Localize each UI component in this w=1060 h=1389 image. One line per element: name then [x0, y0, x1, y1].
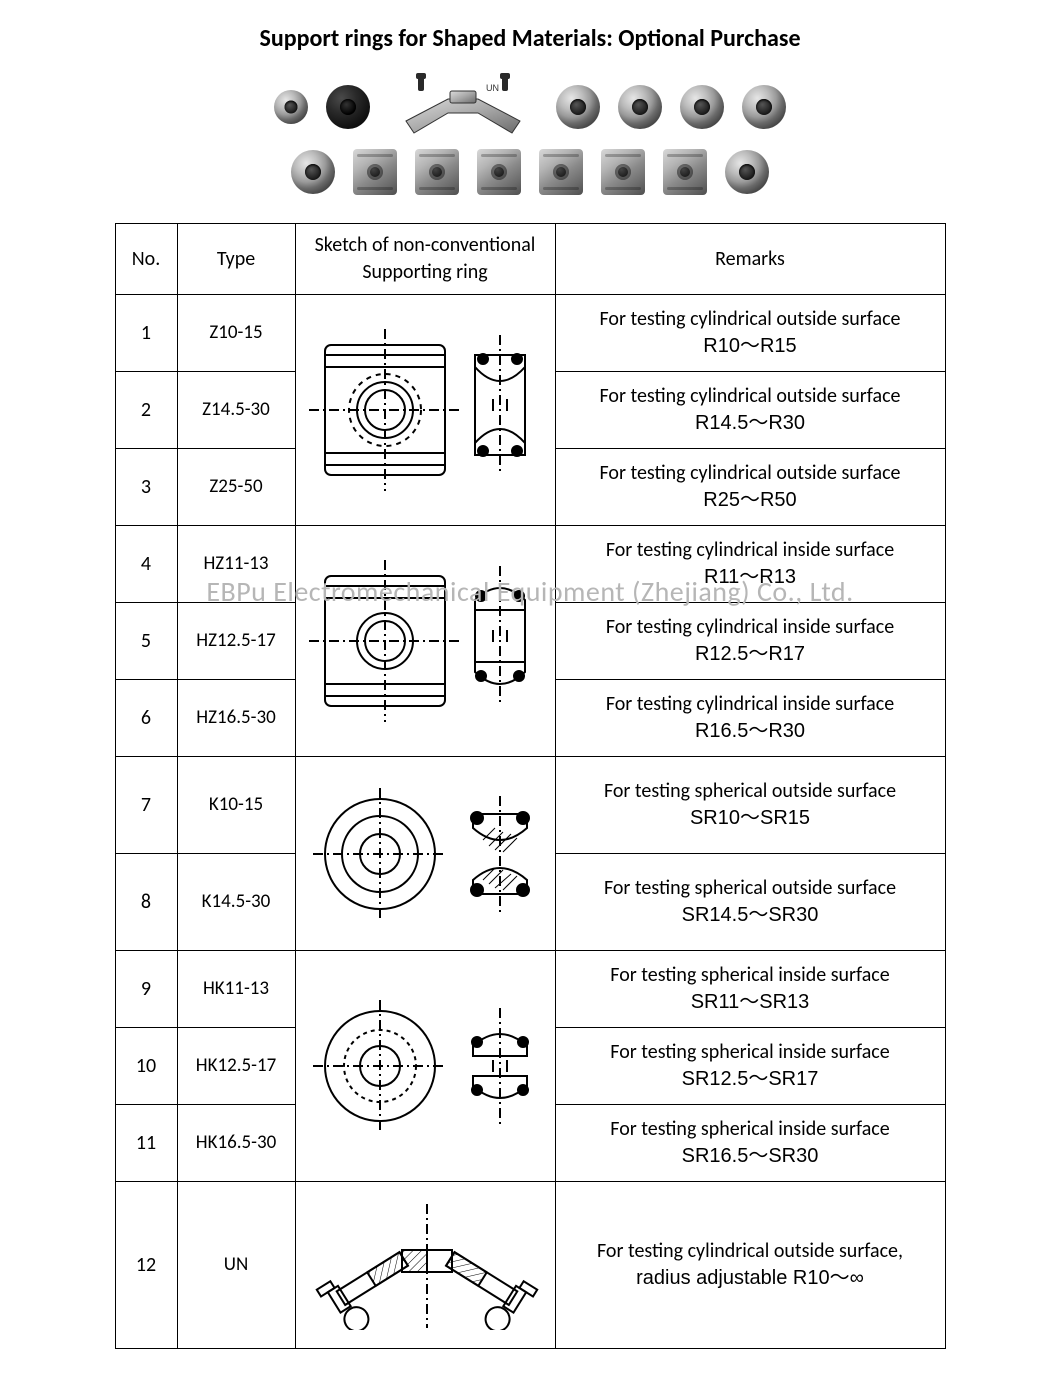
cell-type: Z14.5-30 [177, 372, 295, 449]
cell-type: HZ16.5-30 [177, 680, 295, 757]
un-fixture-photo: UN [388, 71, 538, 143]
table-row: 7K10-15 For testing spherical outside su [115, 757, 945, 854]
cell-remarks: For testing cylindrical outside surfaceR… [555, 449, 945, 526]
cell-remarks: For testing cylindrical inside surfaceR1… [555, 526, 945, 603]
cell-remarks: For testing cylindrical outside surface,… [555, 1182, 945, 1349]
cell-type: HK11-13 [177, 951, 295, 1028]
cell-type: Z10-15 [177, 295, 295, 372]
ring-icon [742, 85, 786, 129]
cell-remarks: For testing spherical inside surfaceSR11… [555, 951, 945, 1028]
cell-remarks: For testing spherical outside surfaceSR1… [555, 854, 945, 951]
block-icon [477, 149, 521, 195]
cell-type: K10-15 [177, 757, 295, 854]
col-remarks: Remarks [555, 224, 945, 295]
cell-remarks: For testing spherical inside surfaceSR16… [555, 1105, 945, 1182]
block-icon [353, 149, 397, 195]
cell-no: 9 [115, 951, 177, 1028]
cell-type: Z25-50 [177, 449, 295, 526]
cell-sketch [295, 757, 555, 951]
block-icon [415, 149, 459, 195]
ring-icon [618, 85, 662, 129]
table-row: 4HZ11-13 For testing cylindrical inside … [115, 526, 945, 603]
cell-type: K14.5-30 [177, 854, 295, 951]
cell-remarks: For testing cylindrical outside surfaceR… [555, 295, 945, 372]
cell-sketch [295, 1182, 555, 1349]
cell-no: 1 [115, 295, 177, 372]
cell-no: 5 [115, 603, 177, 680]
cell-type: HZ11-13 [177, 526, 295, 603]
cell-no: 2 [115, 372, 177, 449]
cell-remarks: For testing cylindrical inside surfaceR1… [555, 603, 945, 680]
gallery-row-1: UN [260, 71, 800, 143]
cell-remarks: For testing spherical inside surfaceSR12… [555, 1028, 945, 1105]
table-row: 12UN For testing cylindrical outside sur… [115, 1182, 945, 1349]
ring-icon [680, 85, 724, 129]
cell-no: 4 [115, 526, 177, 603]
ring-icon [274, 90, 308, 124]
cell-type: HK16.5-30 [177, 1105, 295, 1182]
gallery-row-2 [260, 149, 800, 195]
table-header-row: No. Type Sketch of non-conventional Supp… [115, 224, 945, 295]
cell-sketch [295, 951, 555, 1182]
cell-no: 11 [115, 1105, 177, 1182]
block-icon [663, 149, 707, 195]
table-row: 1Z10-15 For testing cylindrical outside … [115, 295, 945, 372]
product-gallery: UN [260, 71, 800, 195]
block-icon [539, 149, 583, 195]
cell-sketch [295, 295, 555, 526]
ring-icon [291, 150, 335, 194]
cell-type: HK12.5-17 [177, 1028, 295, 1105]
cell-no: 3 [115, 449, 177, 526]
col-no: No. [115, 224, 177, 295]
svg-text:UN: UN [486, 83, 499, 93]
ring-icon [326, 85, 370, 129]
col-sketch: Sketch of non-conventional Supporting ri… [295, 224, 555, 295]
block-icon [601, 149, 645, 195]
cell-type: UN [177, 1182, 295, 1349]
cell-no: 8 [115, 854, 177, 951]
cell-no: 12 [115, 1182, 177, 1349]
cell-sketch [295, 526, 555, 757]
page-title: Support rings for Shaped Materials: Opti… [30, 24, 1030, 53]
cell-no: 7 [115, 757, 177, 854]
table-row: 9HK11-13 For testing spherical inside su… [115, 951, 945, 1028]
cell-type: HZ12.5-17 [177, 603, 295, 680]
cell-remarks: For testing cylindrical outside surfaceR… [555, 372, 945, 449]
cell-remarks: For testing cylindrical inside surfaceR1… [555, 680, 945, 757]
cell-no: 6 [115, 680, 177, 757]
ring-icon [556, 85, 600, 129]
col-type: Type [177, 224, 295, 295]
cell-remarks: For testing spherical outside surfaceSR1… [555, 757, 945, 854]
cell-no: 10 [115, 1028, 177, 1105]
spec-table: No. Type Sketch of non-conventional Supp… [115, 223, 946, 1349]
ring-icon [725, 150, 769, 194]
